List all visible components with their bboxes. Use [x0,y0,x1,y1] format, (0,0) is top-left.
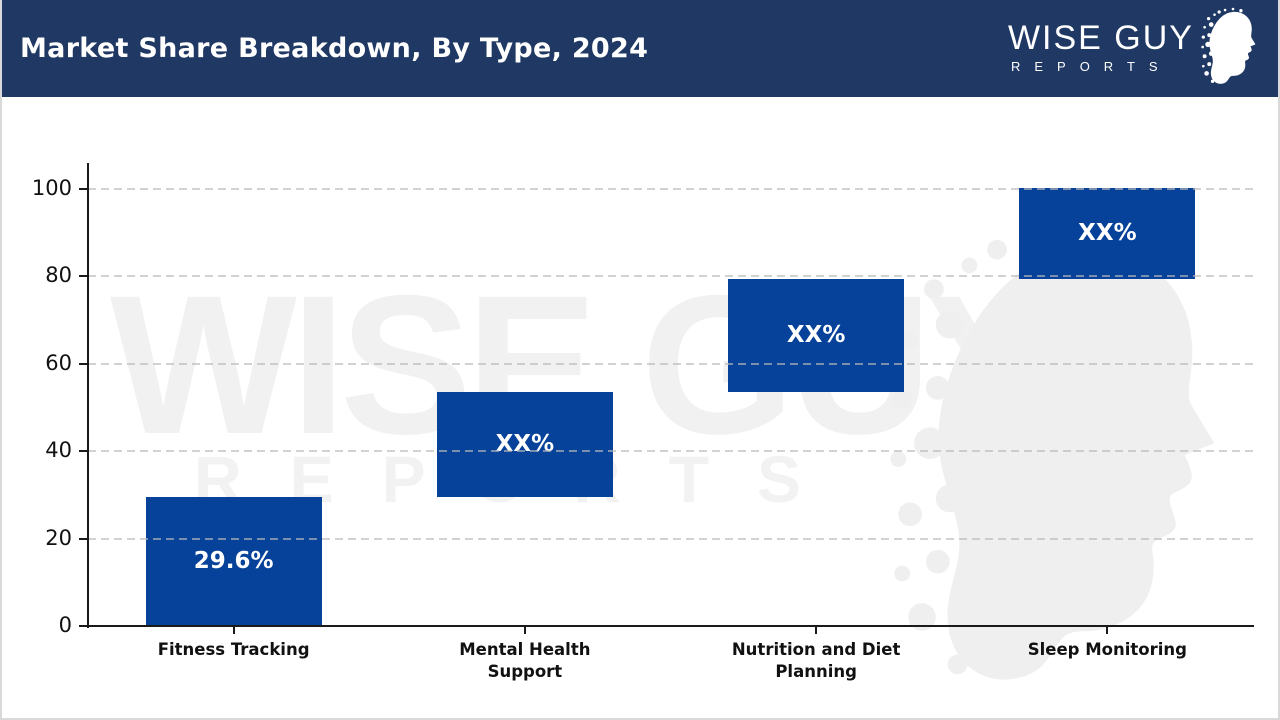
y-tick-0 [79,625,88,627]
logo-line1: WISE GUY [1007,19,1194,58]
y-tick-label-40: 40 [45,438,72,462]
bar-value-label-nutrition-and-diet-planning: XX% [786,322,846,349]
bar-value-label-fitness-tracking: 29.6% [193,548,274,575]
bar-value-label-sleep-monitoring: XX% [1078,220,1137,247]
y-tick-label-80: 80 [45,263,72,287]
gridline-80 [88,275,1253,277]
y-tick-20 [79,537,88,540]
wiseguy-logo: WISE GUY REPORTS [1008,7,1266,87]
figure-border-left [0,0,2,720]
x-tick-label-sleep-monitoring: Sleep Monitoring [1027,640,1187,659]
gridline-20 [88,537,1253,540]
x-tick-label-fitness-tracking: Fitness Tracking [157,640,310,659]
x-tick-mental-health-support [523,627,526,634]
bar-fitness-tracking: 29.6% [145,496,322,626]
bar-nutrition-and-diet-planning: XX% [728,278,905,392]
gridline-60 [88,362,1253,365]
bar-sleep-monitoring: XX% [1019,187,1196,279]
x-tick-label-nutrition-and-diet-planning: Nutrition and Diet Planning [731,640,901,681]
chart-title: Market Share Breakdown, By Type, 2024 [20,33,649,64]
wiseguy-head-icon [1200,7,1266,87]
bar-mental-health-support: XX% [436,391,613,497]
y-tick-40 [79,450,88,452]
x-tick-sleep-monitoring [1106,627,1109,634]
figure-border-right [1278,0,1280,720]
y-axis [87,163,89,628]
y-tick-label-20: 20 [45,525,72,550]
x-tick-fitness-tracking [232,627,235,634]
x-tick-nutrition-and-diet-planning [815,627,818,634]
gridline-40 [88,450,1253,452]
gridline-100 [88,187,1253,190]
y-tick-80 [79,275,88,277]
header-bar: Market Share Breakdown, By Type, 2024 WI… [0,0,1280,97]
y-tick-100 [79,187,88,190]
y-tick-label-100: 100 [31,175,72,200]
logo-line2: REPORTS [1010,58,1172,74]
x-axis [87,625,1254,627]
y-tick-60 [79,362,88,365]
y-tick-label-60: 60 [45,350,72,375]
logo-wordmark: WISE GUY REPORTS [1007,19,1194,74]
figure-border-bottom [0,718,1280,720]
x-tick-label-mental-health-support: Mental Health Support [459,640,591,681]
bar-value-label-mental-health-support: XX% [495,431,555,458]
y-tick-label-0: 0 [58,613,72,637]
